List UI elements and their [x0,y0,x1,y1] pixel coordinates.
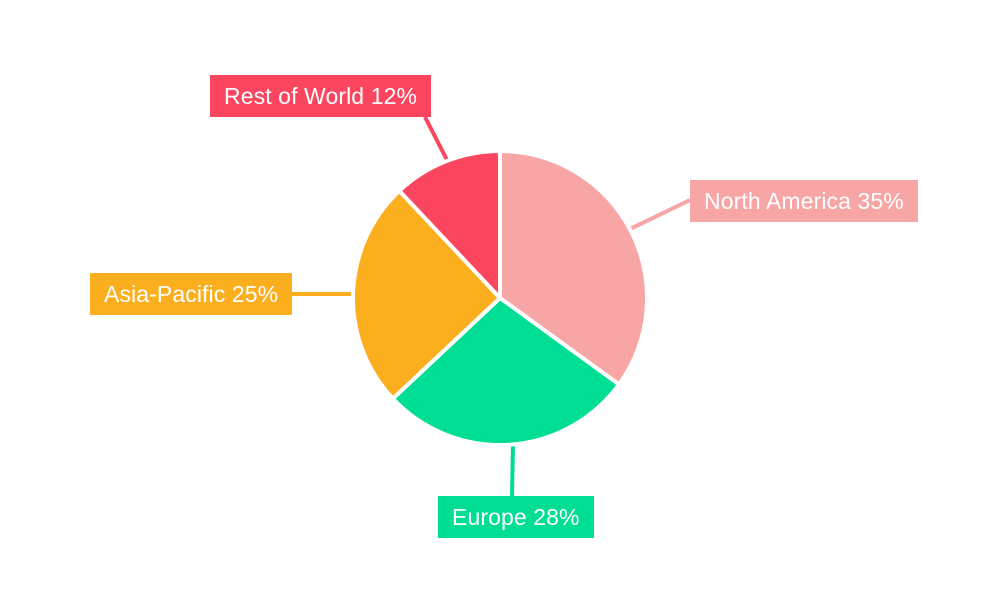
pie-slices [350,149,649,448]
leader-line-rest-of-world [423,116,449,161]
pie-slice-europe[interactable] [390,296,621,448]
pie-label-europe: Europe 28% [438,496,594,538]
leader-line-europe [510,443,515,498]
pie-slice-asia-pacific[interactable] [350,188,502,401]
pie-label-asia-pacific: Asia-Pacific 25% [90,273,293,315]
leader-lines [289,116,691,498]
pie-label-rest-of-world: Rest of World 12% [210,75,432,117]
leader-line-north-america [625,198,691,233]
pie-label-north-america: North America 35% [690,180,918,222]
pie-slice-north-america[interactable] [498,149,649,387]
pie-slice-rest-of-world[interactable] [397,149,502,300]
